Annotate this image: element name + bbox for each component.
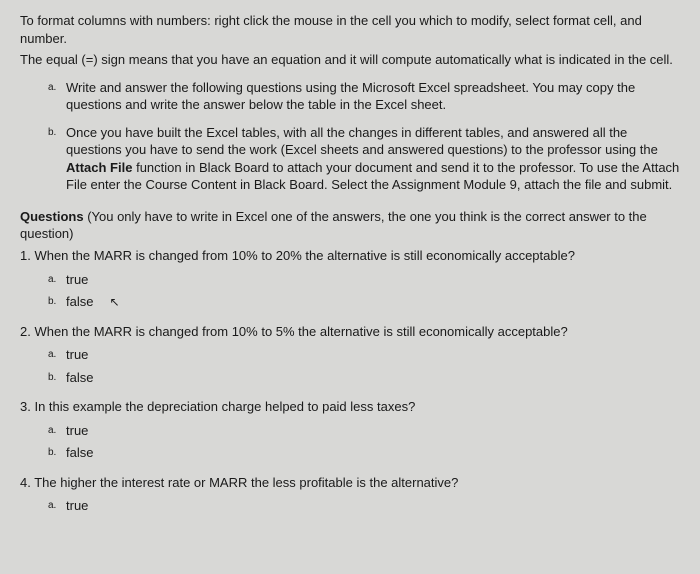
cursor-icon: ↖ (109, 294, 119, 310)
question-4: 4. The higher the interest rate or MARR … (20, 474, 680, 515)
question-4-text: 4. The higher the interest rate or MARR … (20, 474, 680, 492)
q2-a-marker: a. (48, 346, 66, 364)
q3-a-text: true (66, 422, 680, 440)
q2-a-text: true (66, 346, 680, 364)
question-4-answer-a: a. true (20, 497, 680, 515)
q4-a-marker: a. (48, 497, 66, 515)
question-3: 3. In this example the depreciation char… (20, 398, 680, 462)
question-3-answer-b: b. false (20, 444, 680, 462)
instruction-b-text: Once you have built the Excel tables, wi… (66, 124, 680, 194)
instruction-a-marker: a. (48, 79, 66, 114)
q2-b-text: false (66, 369, 680, 387)
q3-a-marker: a. (48, 422, 66, 440)
instruction-a-text: Write and answer the following questions… (66, 79, 680, 114)
question-2-text: 2. When the MARR is changed from 10% to … (20, 323, 680, 341)
instructions-list: a. Write and answer the following questi… (20, 79, 680, 194)
instruction-b-bold: Attach File (66, 160, 132, 175)
instruction-b: b. Once you have built the Excel tables,… (20, 124, 680, 194)
questions-header: Questions (You only have to write in Exc… (20, 208, 680, 243)
question-3-text: 3. In this example the depreciation char… (20, 398, 680, 416)
q1-a-marker: a. (48, 271, 66, 289)
question-2-answer-a: a. true (20, 346, 680, 364)
question-1-answer-b: b. false↖ (20, 293, 680, 311)
question-1-text: 1. When the MARR is changed from 10% to … (20, 247, 680, 265)
instruction-a: a. Write and answer the following questi… (20, 79, 680, 114)
question-3-answer-a: a. true (20, 422, 680, 440)
instruction-b-marker: b. (48, 124, 66, 194)
q2-b-marker: b. (48, 369, 66, 387)
instruction-b-pre: Once you have built the Excel tables, wi… (66, 125, 658, 158)
question-1-answer-a: a. true (20, 271, 680, 289)
q3-b-marker: b. (48, 444, 66, 462)
intro-paragraph-2: The equal (=) sign means that you have a… (20, 51, 680, 69)
question-2: 2. When the MARR is changed from 10% to … (20, 323, 680, 387)
intro-section: To format columns with numbers: right cl… (20, 12, 680, 69)
question-1: 1. When the MARR is changed from 10% to … (20, 247, 680, 311)
q1-b-text: false↖ (66, 293, 680, 311)
q4-a-text: true (66, 497, 680, 515)
question-2-answer-b: b. false (20, 369, 680, 387)
questions-header-rest: (You only have to write in Excel one of … (20, 209, 647, 242)
instruction-b-post: function in Black Board to attach your d… (66, 160, 679, 193)
q1-b-marker: b. (48, 293, 66, 311)
intro-paragraph-1: To format columns with numbers: right cl… (20, 12, 680, 47)
questions-header-bold: Questions (20, 209, 84, 224)
q3-b-text: false (66, 444, 680, 462)
q1-a-text: true (66, 271, 680, 289)
